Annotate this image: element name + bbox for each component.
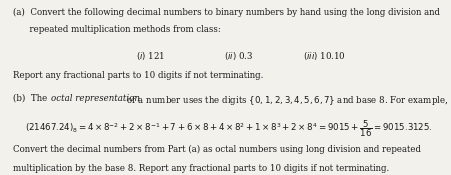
Text: $(ii)$ 0.3: $(ii)$ 0.3: [225, 50, 253, 62]
Text: (b)  The: (b) The: [13, 94, 50, 103]
Text: Report any fractional parts to 10 digits if not terminating.: Report any fractional parts to 10 digits…: [13, 71, 263, 80]
Text: $(21467.24)_8 = 4\times 8^{-2}+2\times 8^{-1}+7+6\times 8+4\times 8^2+1\times 8^: $(21467.24)_8 = 4\times 8^{-2}+2\times 8…: [25, 118, 433, 139]
Text: repeated multiplication methods from class:: repeated multiplication methods from cla…: [13, 25, 221, 34]
Text: (a)  Convert the following decimal numbers to binary numbers by hand using the l: (a) Convert the following decimal number…: [13, 8, 440, 17]
Text: $(i)$ 121: $(i)$ 121: [137, 50, 166, 62]
Text: of a number uses the digits $\{0, 1, 2, 3, 4, 5, 6, 7\}$ and base 8. For example: of a number uses the digits $\{0, 1, 2, …: [124, 94, 449, 107]
Text: octal representation: octal representation: [51, 94, 140, 103]
Text: multiplication by the base 8. Report any fractional parts to 10 digits if not te: multiplication by the base 8. Report any…: [13, 164, 389, 173]
Text: $(iii)$ 10.10: $(iii)$ 10.10: [303, 50, 346, 62]
Text: Convert the decimal numbers from Part (a) as octal numbers using long division a: Convert the decimal numbers from Part (a…: [13, 144, 421, 153]
